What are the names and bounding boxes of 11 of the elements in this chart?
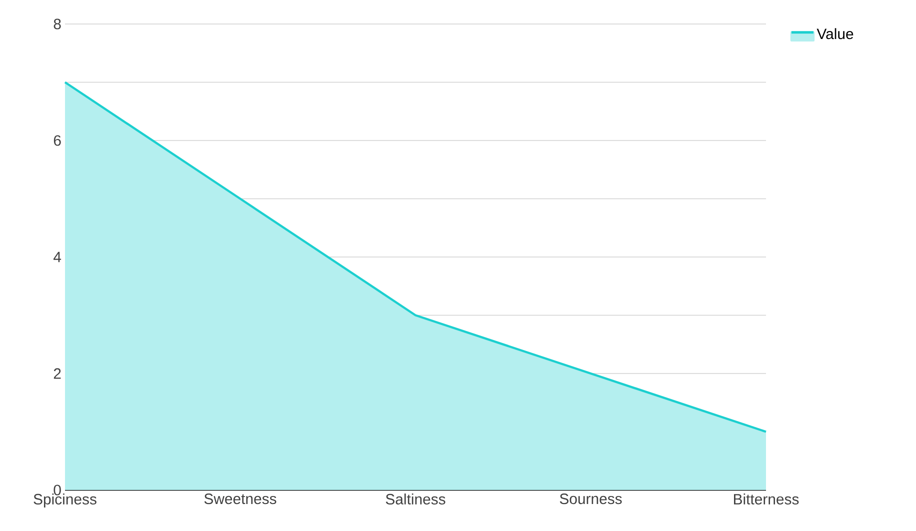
y-tick-label: 8 — [54, 18, 61, 30]
legend-label: Value — [816, 28, 854, 40]
y-tick-label: 4 — [54, 252, 62, 262]
x-tick-label: Saltiness — [386, 494, 446, 504]
x-tick-label: Bitterness — [734, 494, 799, 504]
x-tick-label: Sweetness — [204, 494, 276, 504]
y-tick-label: 2 — [54, 368, 61, 379]
y-tick-label: 0 — [54, 484, 61, 496]
x-tick-label: Sourness — [560, 494, 622, 504]
x-tick-label: Spiciness — [34, 494, 96, 508]
y-tick-label: 6 — [54, 135, 61, 146]
